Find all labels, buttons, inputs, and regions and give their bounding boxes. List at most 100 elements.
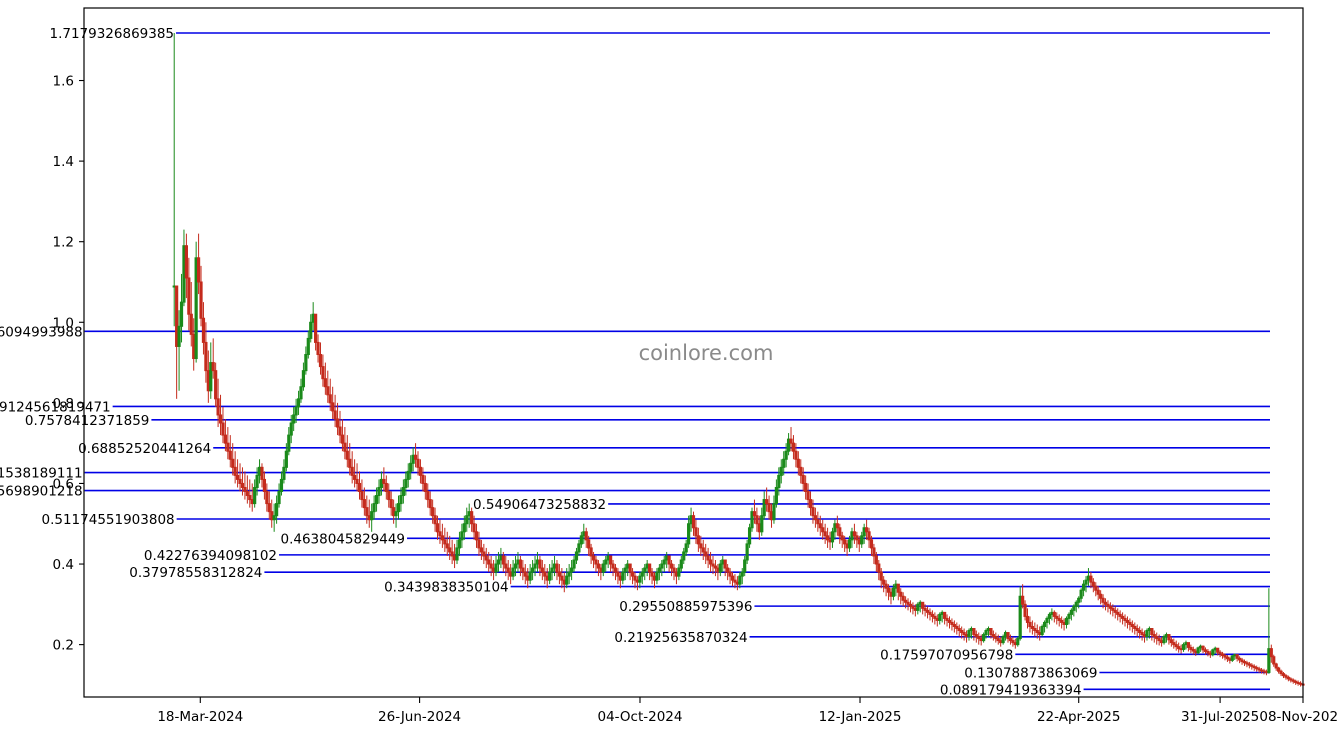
candle-body [389,499,393,509]
candle-body [584,531,588,541]
x-tick-label: 31-Jul-2025 [1181,709,1259,725]
candle-body [591,555,596,561]
candle-body [757,523,761,533]
candle-body [1247,663,1251,666]
candle-body [311,313,315,323]
level-line-label: 0.97746094993988 [0,324,83,340]
candle-body [406,470,410,480]
candle-body [943,611,947,619]
candle-body [272,515,276,521]
candle-body [928,611,932,615]
candle-body [172,285,176,288]
candle-body [908,603,913,607]
candle-body [830,531,835,543]
candle-body [253,486,257,505]
candle-body [396,503,401,513]
candle-body [774,486,778,505]
candle-body [823,531,827,537]
candle-body [955,625,959,630]
candle-body [577,543,581,553]
candle-body [404,478,408,488]
candle-body [762,499,766,517]
candle-body [187,277,191,315]
candle-body [1274,663,1278,669]
candle-body [450,551,454,557]
candle-body [711,563,715,567]
candle-body [982,634,986,642]
candle-body [940,611,944,615]
candle-body [1030,625,1034,630]
candle-body [1255,667,1259,670]
candle-body [455,547,459,561]
candle-body [825,535,830,541]
candle-body [925,609,930,613]
y-tick-label: 0.6 [53,476,74,492]
candle-body [694,527,698,537]
candle-body [467,511,471,517]
candle-body [1238,657,1242,661]
candle-body [1235,654,1239,659]
candle-body [1060,619,1064,623]
candle-body [1169,639,1173,644]
candle-body [994,636,998,640]
candle-body [306,337,310,356]
candle-body [267,503,271,513]
candle-body [1094,585,1098,591]
candle-body [879,571,883,581]
x-tick-label: 04-Oct-2024 [597,709,682,725]
candle-body [516,559,520,565]
candle-body [911,605,915,609]
candle-body [509,571,513,577]
candle-body [1150,628,1154,636]
candle-body [913,607,917,611]
candle-body [433,515,437,525]
candle-body [996,638,1000,642]
candle-body [587,539,591,549]
candle-body [545,575,549,581]
candle-body [1067,613,1071,619]
candle-body [716,567,720,573]
candle-body [204,341,208,372]
candle-body [713,565,718,569]
candle-body [579,535,583,545]
candle-body [1118,613,1122,617]
candle-body [1008,638,1013,642]
candle-body [245,491,249,497]
candle-body [1223,654,1227,658]
candle-body [945,617,949,621]
candle-body [845,543,849,549]
candle-body [457,539,462,549]
candle-body [460,531,464,541]
candle-body [1194,650,1198,654]
candle-body [484,555,488,561]
candle-body [984,630,988,636]
candle-body [935,617,939,621]
candle-body [1042,621,1047,627]
level-line-label: 0.68852520441264 [78,441,211,457]
level-line-label: 0.29550885975396 [619,599,752,615]
candle-body [1064,617,1069,625]
candle-body [657,567,661,573]
candle-body [511,567,515,577]
candle-body [182,245,186,303]
candle-body [448,547,452,553]
candle-body [179,301,184,327]
level-line-label: 0.42276394098102 [144,548,277,564]
candle-body [869,539,874,549]
candle-body [1216,647,1220,653]
candle-body [684,543,688,553]
candle-body [884,583,888,589]
candle-body [806,491,810,501]
candle-body [704,551,708,557]
candle-body [784,450,788,460]
candle-body [1196,647,1200,654]
candle-body [231,458,235,468]
candle-body [374,495,379,505]
candle-body [1033,628,1037,632]
candle-body [813,515,817,521]
candle-body [1113,609,1117,613]
candle-body [1111,607,1115,611]
candle-body [1245,662,1249,665]
candle-body [413,454,418,460]
candle-body [372,503,376,513]
